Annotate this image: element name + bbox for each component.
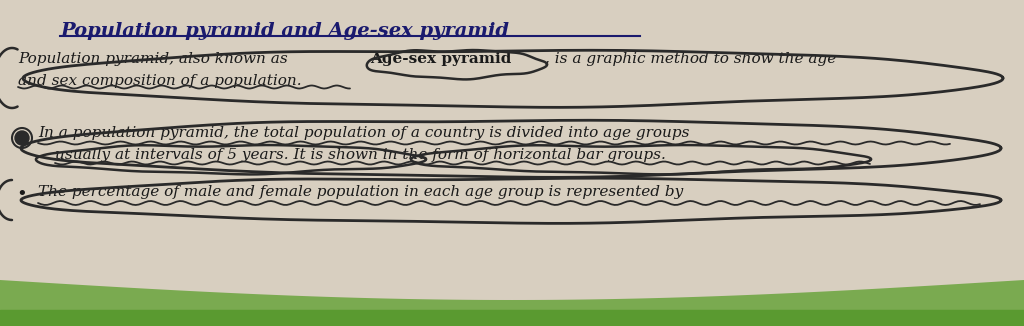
Text: Population pyramid, also known as: Population pyramid, also known as (18, 52, 293, 66)
Text: Age-sex pyramid: Age-sex pyramid (370, 52, 511, 66)
Text: , is a graphic method to show the age: , is a graphic method to show the age (545, 52, 837, 66)
Text: usually at intervals of 5 years. It is shown in the form of horizontal bar group: usually at intervals of 5 years. It is s… (55, 148, 666, 162)
Text: The percentage of male and female population in each age group is represented by: The percentage of male and female popula… (38, 185, 683, 199)
Text: Population pyramid and Age-sex pyramid: Population pyramid and Age-sex pyramid (60, 22, 509, 40)
Text: and sex composition of a population.: and sex composition of a population. (18, 74, 302, 88)
Polygon shape (0, 280, 1024, 326)
Text: •: • (16, 185, 27, 203)
Circle shape (15, 131, 29, 145)
Text: In a population pyramid, the total population of a country is divided into age g: In a population pyramid, the total popul… (38, 126, 689, 140)
